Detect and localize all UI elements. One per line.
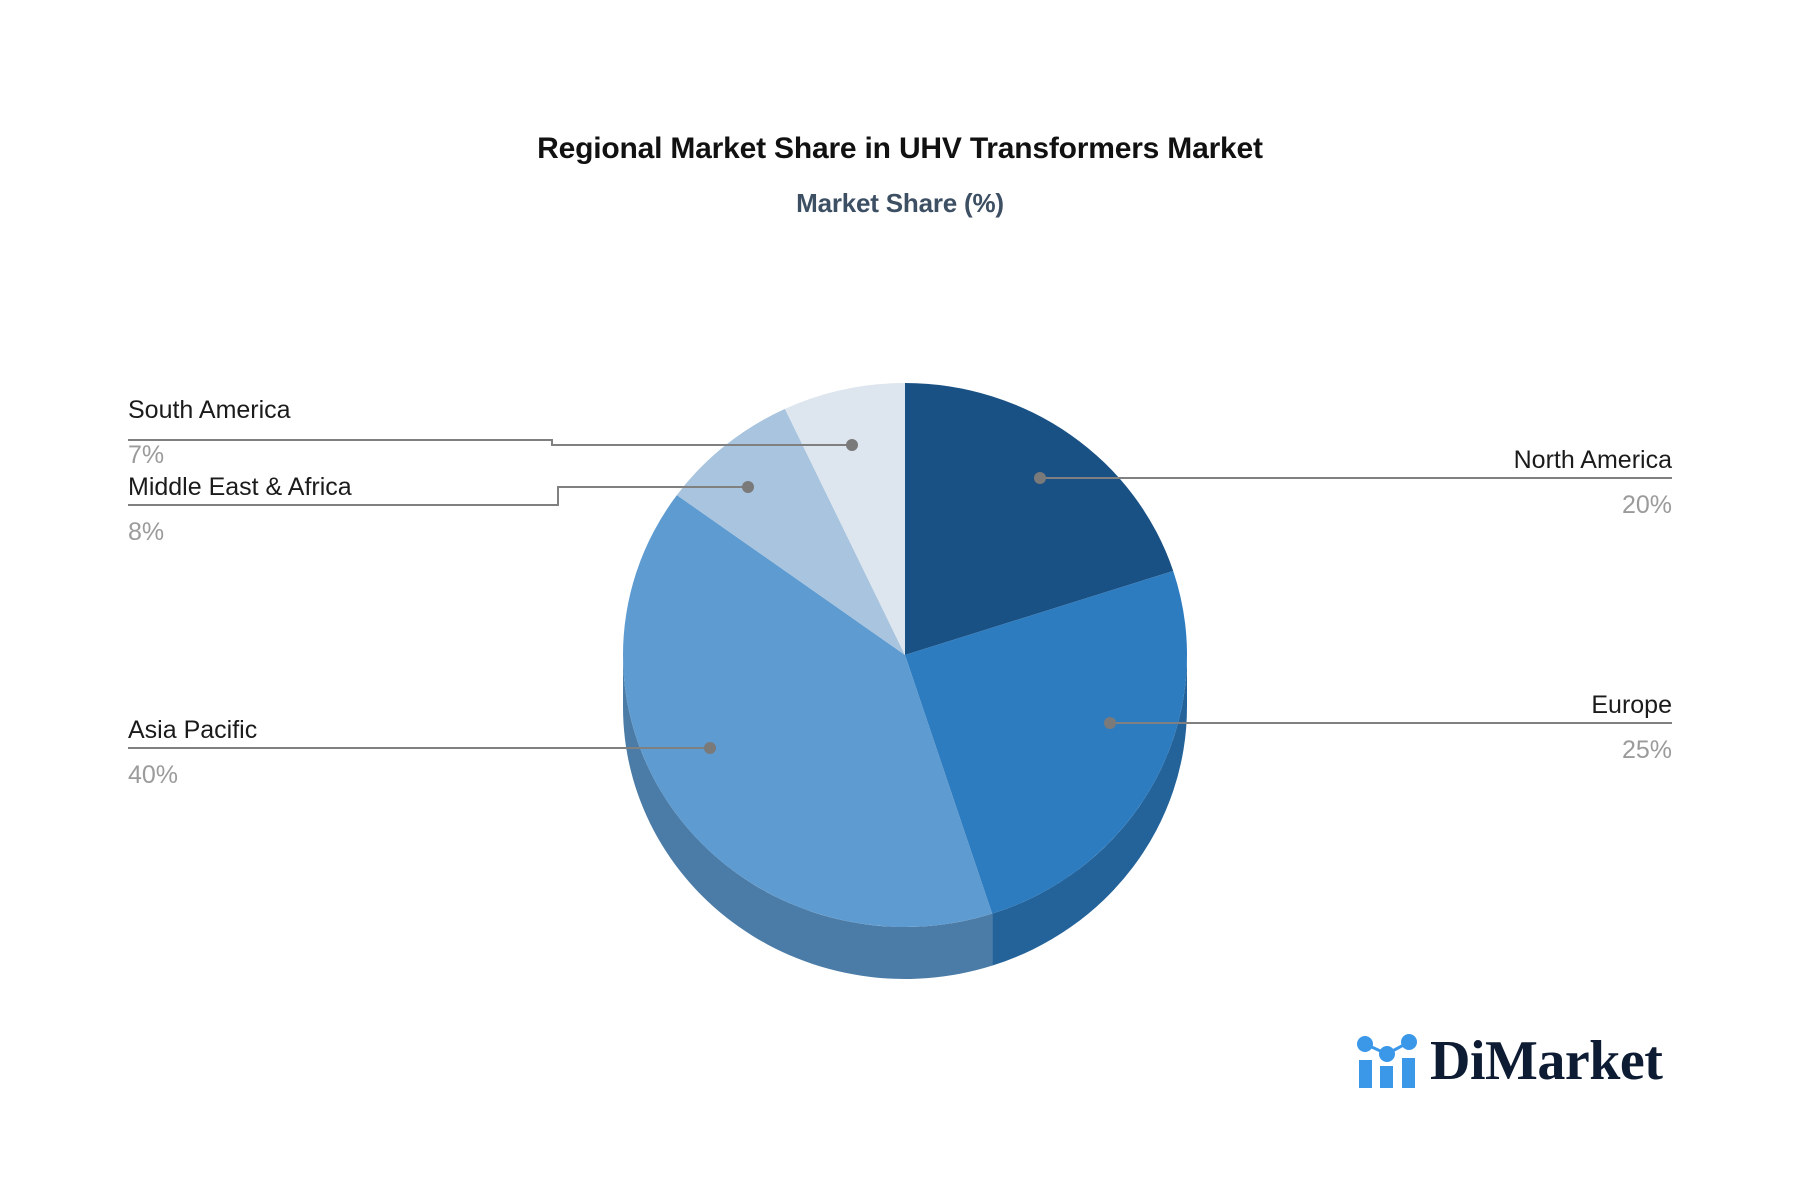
chart-title: Regional Market Share in UHV Transformer… xyxy=(537,132,1263,165)
slice-label-asia-pacific: Asia Pacific xyxy=(128,716,257,744)
pie-slice-south-america xyxy=(784,383,905,655)
slice-label-europe: Europe xyxy=(1591,691,1672,719)
logo-wordmark: DiMarket xyxy=(1430,1030,1663,1092)
dimarket-logo: DiMarket xyxy=(1356,1030,1663,1092)
pie-slice-asia-pacific xyxy=(622,495,993,928)
slice-value-north-america: 20% xyxy=(1622,491,1672,519)
pie-side-europe xyxy=(992,655,1187,966)
leader-line-middle-east-africa xyxy=(128,486,748,506)
slice-value-middle-east-africa: 8% xyxy=(128,518,164,546)
bar-chart-dots-icon xyxy=(1357,1034,1417,1088)
slice-value-asia-pacific: 40% xyxy=(128,761,178,789)
leader-dot-europe xyxy=(1104,717,1116,729)
pie-slice-europe xyxy=(905,570,1188,914)
chart-subtitle: Market Share (%) xyxy=(796,188,1004,218)
pie-slice-north-america xyxy=(905,383,1174,655)
leader-dot-middle-east-africa xyxy=(742,481,754,493)
pie-side-asia-pacific xyxy=(622,655,993,979)
slice-value-europe: 25% xyxy=(1622,736,1672,764)
slice-label-north-america: North America xyxy=(1514,446,1672,474)
slice-value-south-america: 7% xyxy=(128,441,164,469)
leader-dot-north-america xyxy=(1034,472,1046,484)
leader-line-south-america xyxy=(128,439,852,446)
leader-dot-south-america xyxy=(846,439,858,451)
slice-label-south-america: South America xyxy=(128,396,291,424)
slice-label-middle-east-africa: Middle East & Africa xyxy=(128,473,352,501)
pie-slice-middle-east-africa xyxy=(676,408,905,655)
leader-dot-asia-pacific xyxy=(704,742,716,754)
pie-slices xyxy=(622,383,1188,979)
